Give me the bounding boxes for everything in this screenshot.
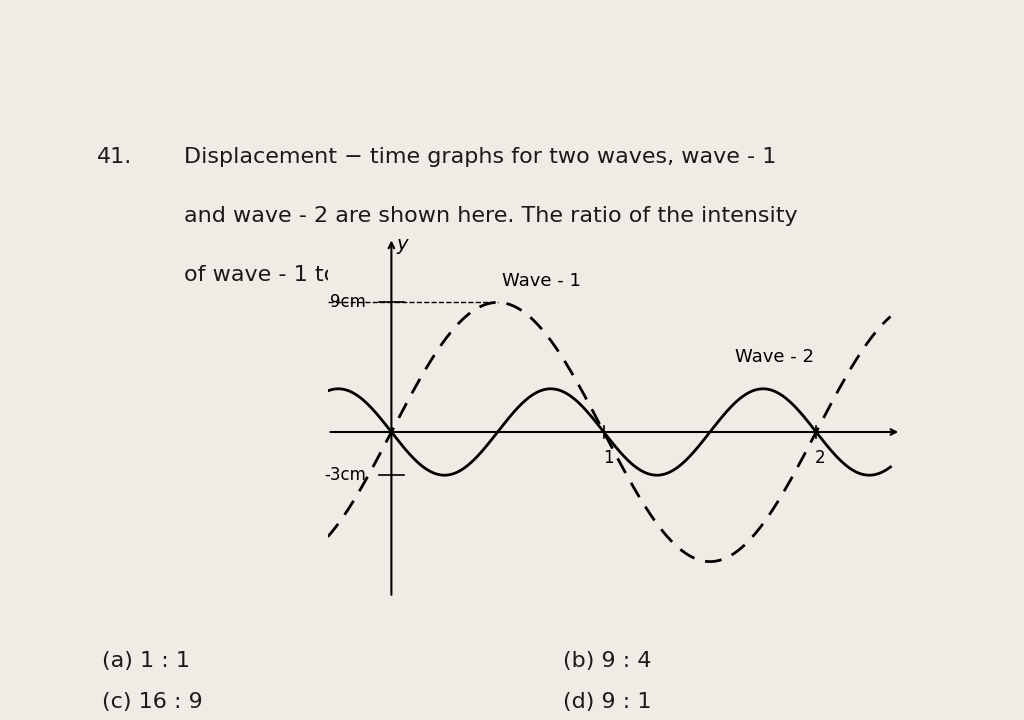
Text: (b) 9 : 4: (b) 9 : 4 bbox=[563, 651, 651, 671]
Text: of wave - 1 to that of wave − 2 is :: of wave - 1 to that of wave − 2 is : bbox=[184, 266, 571, 285]
Text: 2: 2 bbox=[815, 449, 825, 467]
Text: (a) 1 : 1: (a) 1 : 1 bbox=[102, 651, 190, 671]
Text: Displacement − time graphs for two waves, wave - 1: Displacement − time graphs for two waves… bbox=[184, 148, 776, 167]
Text: Wave - 1: Wave - 1 bbox=[502, 271, 581, 289]
Text: y: y bbox=[396, 235, 408, 254]
Text: -3cm: -3cm bbox=[324, 467, 366, 484]
Text: 41.: 41. bbox=[97, 148, 132, 167]
Text: 1: 1 bbox=[603, 449, 613, 467]
Text: (d) 9 : 1: (d) 9 : 1 bbox=[563, 693, 651, 712]
Text: (c) 16 : 9: (c) 16 : 9 bbox=[102, 693, 203, 712]
Text: and wave - 2 are shown here. The ratio of the intensity: and wave - 2 are shown here. The ratio o… bbox=[184, 207, 798, 226]
Text: Wave - 2: Wave - 2 bbox=[735, 348, 814, 366]
Text: 9cm: 9cm bbox=[330, 294, 366, 311]
